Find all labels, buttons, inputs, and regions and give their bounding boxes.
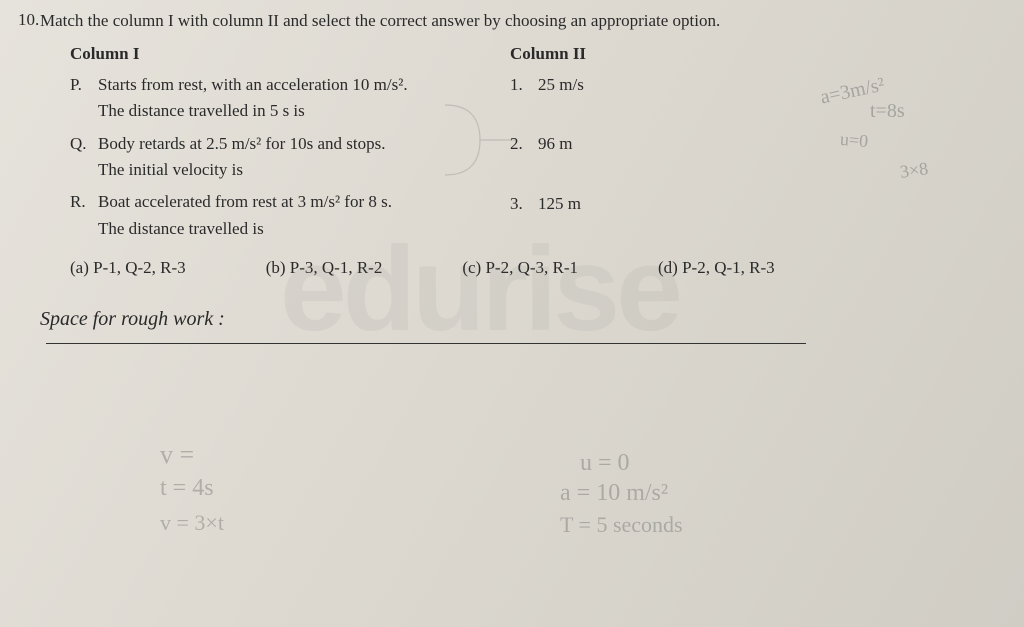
- column2-item-3: 3. 125 m: [510, 191, 810, 217]
- option-label: (a): [70, 258, 89, 277]
- item-body: Starts from rest, with an acceleration 1…: [98, 72, 490, 125]
- column2-item-1: 1. 25 m/s: [510, 72, 810, 98]
- item-body: Body retards at 2.5 m/s² for 10s and sto…: [98, 131, 490, 184]
- rough-handwriting: t = 4s: [160, 475, 214, 502]
- rough-handwriting: T = 5 seconds: [560, 512, 683, 538]
- column-1: Column I P. Starts from rest, with an ac…: [70, 44, 490, 248]
- item-body: 125 m: [538, 191, 810, 217]
- column-2: Column II 1. 25 m/s 2. 96 m 3. 125 m: [510, 44, 810, 248]
- rough-handwriting: u = 0: [580, 450, 630, 477]
- rough-work-label: Space for rough work :: [40, 308, 984, 354]
- item-body: 25 m/s: [538, 72, 810, 98]
- option-d: (d) P-2, Q-1, R-3: [658, 258, 775, 278]
- column2-item-2: 2. 96 m: [510, 131, 810, 157]
- item-line: The distance travelled in 5 s is: [98, 98, 490, 124]
- item-body: 96 m: [538, 131, 810, 157]
- item-label: R.: [70, 189, 98, 215]
- option-text: P-2, Q-1, R-3: [682, 258, 775, 277]
- rough-handwriting: a = 10 m/s²: [560, 480, 668, 507]
- rough-handwriting: v = 3×t: [160, 510, 224, 536]
- item-line: Boat accelerated from rest at 3 m/s² for…: [98, 189, 490, 215]
- item-label: P.: [70, 72, 98, 98]
- option-b: (b) P-3, Q-1, R-2: [266, 258, 383, 278]
- option-label: (c): [462, 258, 481, 277]
- item-body: Boat accelerated from rest at 3 m/s² for…: [98, 189, 490, 242]
- option-a: (a) P-1, Q-2, R-3: [70, 258, 186, 278]
- column1-item-p: P. Starts from rest, with an acceleratio…: [70, 72, 490, 125]
- item-line: Starts from rest, with an acceleration 1…: [98, 72, 490, 98]
- item-label: Q.: [70, 131, 98, 157]
- item-line: Body retards at 2.5 m/s² for 10s and sto…: [98, 131, 490, 157]
- question-number: 10.: [18, 10, 39, 30]
- option-label: (b): [266, 258, 286, 277]
- spacer: [510, 164, 810, 191]
- option-text: P-3, Q-1, R-2: [290, 258, 383, 277]
- item-label: 3.: [510, 191, 538, 217]
- question-row: 10. Match the column I with column II an…: [40, 10, 984, 32]
- column-2-header: Column II: [510, 44, 810, 64]
- item-line: The distance travelled is: [98, 216, 490, 242]
- option-text: P-2, Q-3, R-1: [485, 258, 578, 277]
- question-text: Match the column I with column II and se…: [40, 10, 720, 32]
- item-label: 2.: [510, 131, 538, 157]
- rough-handwriting: v =: [160, 440, 194, 470]
- item-label: 1.: [510, 72, 538, 98]
- option-c: (c) P-2, Q-3, R-1: [462, 258, 578, 278]
- answer-options: (a) P-1, Q-2, R-3 (b) P-3, Q-1, R-2 (c) …: [70, 258, 984, 278]
- option-label: (d): [658, 258, 678, 277]
- column1-item-q: Q. Body retards at 2.5 m/s² for 10s and …: [70, 131, 490, 184]
- question-page: 10. Match the column I with column II an…: [0, 0, 1024, 364]
- rough-underline: [46, 343, 806, 344]
- item-line: The initial velocity is: [98, 157, 490, 183]
- spacer: [510, 104, 810, 131]
- column1-item-r: R. Boat accelerated from rest at 3 m/s² …: [70, 189, 490, 242]
- rough-label-text: Space for rough work :: [40, 308, 225, 330]
- option-text: P-1, Q-2, R-3: [93, 258, 186, 277]
- columns-container: Column I P. Starts from rest, with an ac…: [40, 44, 984, 248]
- column-1-header: Column I: [70, 44, 490, 64]
